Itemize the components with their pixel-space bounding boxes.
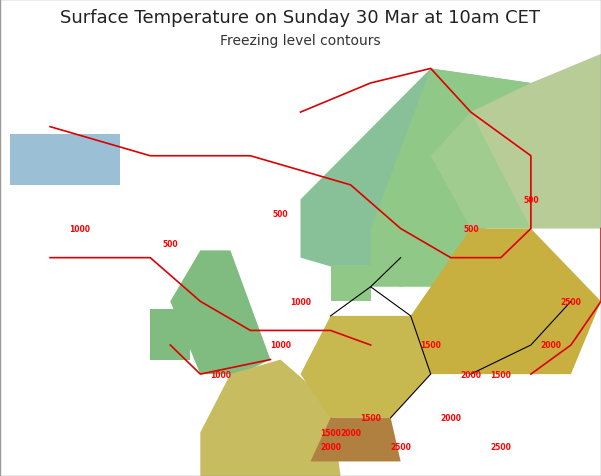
Text: 500: 500 [273, 210, 288, 219]
Text: Surface Temperature on Sunday 30 Mar at 10am CET: Surface Temperature on Sunday 30 Mar at … [61, 9, 540, 27]
Polygon shape [371, 69, 531, 287]
Text: Freezing level contours: Freezing level contours [220, 34, 381, 48]
Text: 2000: 2000 [441, 413, 461, 422]
Text: 1000: 1000 [290, 297, 311, 306]
Text: 500: 500 [463, 225, 478, 234]
Text: 500: 500 [162, 239, 178, 248]
Text: 2000: 2000 [460, 370, 481, 379]
Text: 2500: 2500 [561, 297, 581, 306]
Text: 2000: 2000 [540, 341, 561, 350]
Polygon shape [10, 135, 120, 186]
Text: 1500: 1500 [420, 341, 441, 350]
Text: 1000: 1000 [270, 341, 291, 350]
Polygon shape [410, 229, 601, 374]
Polygon shape [331, 266, 371, 302]
Text: 1500: 1500 [360, 413, 381, 422]
Text: 2000: 2000 [340, 428, 361, 437]
Polygon shape [471, 55, 601, 229]
Polygon shape [311, 418, 401, 461]
Text: 2500: 2500 [490, 443, 511, 451]
Text: 1000: 1000 [70, 225, 91, 234]
Text: 2500: 2500 [390, 443, 411, 451]
Polygon shape [150, 309, 191, 360]
Text: 1500: 1500 [320, 428, 341, 437]
Text: 1000: 1000 [210, 370, 231, 379]
Text: 2000: 2000 [320, 443, 341, 451]
Polygon shape [431, 84, 571, 229]
Polygon shape [300, 316, 431, 418]
Polygon shape [300, 69, 531, 287]
Text: 1500: 1500 [490, 370, 511, 379]
Text: 500: 500 [523, 196, 538, 205]
Polygon shape [200, 360, 341, 476]
Polygon shape [170, 251, 270, 374]
